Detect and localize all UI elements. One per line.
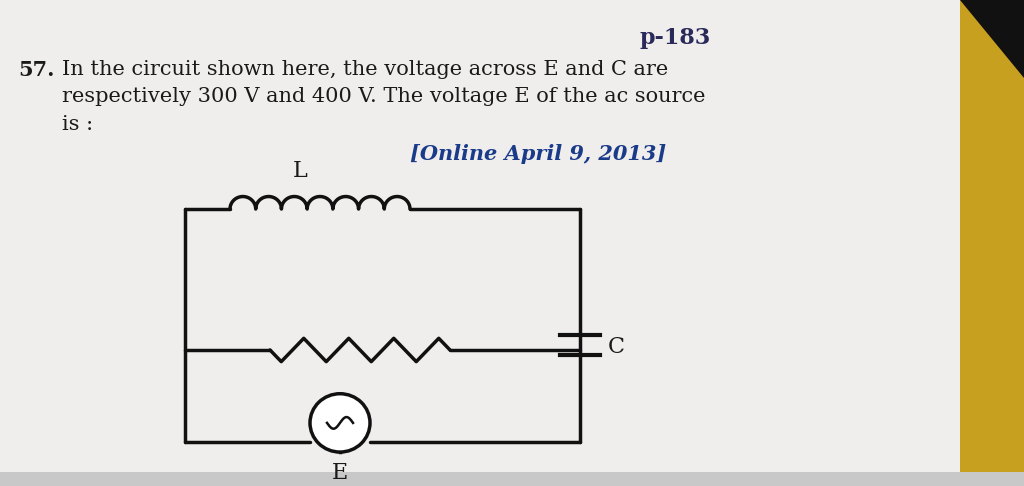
Text: is :: is :	[62, 115, 93, 134]
Text: In the circuit shown here, the voltage across E and C are: In the circuit shown here, the voltage a…	[62, 60, 669, 79]
Text: E: E	[332, 462, 348, 484]
Text: 57.: 57.	[18, 60, 54, 80]
Text: L: L	[293, 160, 307, 182]
Text: [Online April 9, 2013]: [Online April 9, 2013]	[410, 144, 667, 164]
Polygon shape	[0, 0, 961, 472]
Text: C: C	[608, 336, 625, 358]
Circle shape	[310, 394, 370, 452]
Text: respectively 300 V and 400 V. The voltage E of the ac source: respectively 300 V and 400 V. The voltag…	[62, 87, 706, 106]
Polygon shape	[961, 0, 1024, 472]
Polygon shape	[961, 0, 1024, 78]
Text: p-183: p-183	[639, 27, 711, 49]
